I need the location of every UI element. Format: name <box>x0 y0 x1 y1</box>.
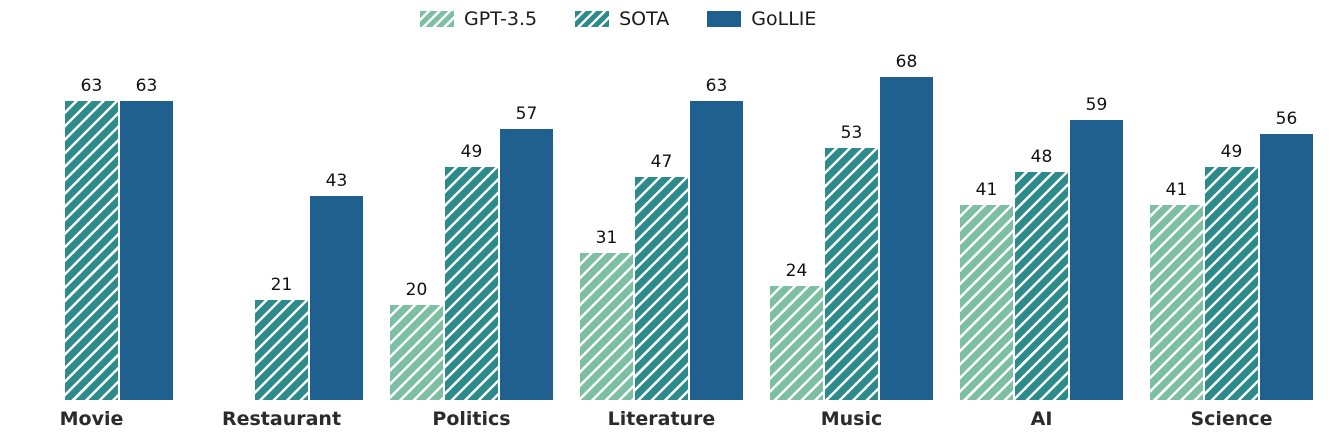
bar-gollie-movie <box>120 101 173 401</box>
bar-value-label: 31 <box>595 228 618 249</box>
bar-value-label: 41 <box>975 180 998 201</box>
bar-slot-gpt-3-5-ai: 41 <box>960 180 1013 401</box>
bar-gpt-3-5-music <box>770 286 823 401</box>
bar-gpt-3-5-literature <box>580 253 633 401</box>
bar-value-label: 43 <box>325 171 348 192</box>
bar-gollie-ai <box>1070 120 1123 401</box>
bar-group-science: 41 49 56 Science <box>1150 110 1313 430</box>
bar-slot-sota-politics: 49 <box>445 142 498 401</box>
bar-value-label: 63 <box>135 76 158 97</box>
legend-item-sota: SOTA <box>575 8 669 30</box>
legend-label: SOTA <box>619 8 670 30</box>
legend-label: GoLLIE <box>751 8 817 30</box>
bar-gpt-3-5-politics <box>390 305 443 401</box>
plot-area: 63 63 Movie 21 43 Restaurant 20 49 57 Politics 31 4… <box>10 53 1313 430</box>
bar-gollie-science <box>1260 134 1313 401</box>
category-label-ai: AI <box>1030 408 1053 431</box>
bar-group-movie: 63 63 Movie <box>10 77 173 430</box>
bar-sota-politics <box>445 167 498 401</box>
legend-swatch-icon <box>420 11 454 27</box>
bars-row: 41 49 56 <box>1150 109 1313 401</box>
legend-item-gpt-3-5: GPT-3.5 <box>420 8 537 30</box>
bar-slot-sota-science: 49 <box>1205 142 1258 401</box>
bar-group-politics: 20 49 57 Politics <box>390 105 553 430</box>
bar-slot-gpt-3-5-music: 24 <box>770 261 823 401</box>
bars-row: 31 47 63 <box>580 76 743 401</box>
category-label-restaurant: Restaurant <box>221 408 342 431</box>
bar-value-label: 21 <box>270 275 293 296</box>
bar-gollie-music <box>880 77 933 401</box>
bar-slot-gollie-restaurant: 43 <box>310 171 363 401</box>
bar-slot-gpt-3-5-literature: 31 <box>580 228 633 401</box>
bar-slot-sota-ai: 48 <box>1015 147 1068 401</box>
bar-value-label: 63 <box>80 76 103 97</box>
legend-swatch-icon <box>707 11 742 27</box>
bars-row: 24 53 68 <box>770 52 933 401</box>
bar-value-label: 63 <box>705 76 728 97</box>
category-label-science: Science <box>1190 408 1273 431</box>
bar-value-label: 57 <box>515 104 538 125</box>
category-label-literature: Literature <box>607 408 716 431</box>
bar-slot-gpt-3-5-politics: 20 <box>390 280 443 401</box>
bars-row: 63 63 <box>10 76 173 401</box>
bar-value-label: 49 <box>460 142 483 163</box>
bar-sota-restaurant <box>255 300 308 401</box>
legend-label: GPT-3.5 <box>464 8 538 30</box>
category-label-politics: Politics <box>432 408 511 431</box>
bar-value-label: 48 <box>1030 147 1053 168</box>
bar-slot-sota-restaurant: 21 <box>255 275 308 401</box>
category-label-movie: Movie <box>59 408 124 431</box>
bar-slot-gpt-3-5-science: 41 <box>1150 180 1203 401</box>
bar-slot-gollie-ai: 59 <box>1070 95 1123 401</box>
legend: GPT-3.5 SOTA GoLLIE <box>420 8 816 30</box>
bar-slot-sota-movie: 63 <box>65 76 118 401</box>
bar-group-music: 24 53 68 Music <box>770 53 933 430</box>
bar-slot-gollie-movie: 63 <box>120 76 173 401</box>
bar-sota-science <box>1205 167 1258 401</box>
bar-slot-gollie-science: 56 <box>1260 109 1313 401</box>
bar-value-label: 56 <box>1275 109 1298 130</box>
legend-item-gollie: GoLLIE <box>707 8 816 30</box>
bar-gollie-restaurant <box>310 196 363 401</box>
legend-swatch-icon <box>575 11 610 27</box>
bar-sota-music <box>825 148 878 401</box>
bar-slot-gollie-politics: 57 <box>500 104 553 401</box>
bar-value-label: 20 <box>405 280 428 301</box>
bar-value-label: 68 <box>895 52 918 73</box>
bar-value-label: 47 <box>650 152 673 173</box>
bar-slot-gollie-literature: 63 <box>690 76 743 401</box>
bar-gollie-politics <box>500 129 553 401</box>
bar-slot-gollie-music: 68 <box>880 52 933 401</box>
bar-gpt-3-5-science <box>1150 205 1203 401</box>
bars-row: 41 48 59 <box>960 95 1123 401</box>
category-label-music: Music <box>820 408 883 431</box>
bar-value-label: 59 <box>1085 95 1108 116</box>
bar-slot-sota-music: 53 <box>825 123 878 401</box>
bars-row: 20 49 57 <box>390 104 553 401</box>
bar-group-restaurant: 21 43 Restaurant <box>200 172 363 430</box>
bar-gpt-3-5-ai <box>960 205 1013 401</box>
bar-sota-literature <box>635 177 688 401</box>
bar-value-label: 53 <box>840 123 863 144</box>
bar-value-label: 24 <box>785 261 808 282</box>
bar-slot-sota-literature: 47 <box>635 152 688 401</box>
bar-value-label: 49 <box>1220 142 1243 163</box>
bar-gollie-literature <box>690 101 743 401</box>
bar-group-ai: 41 48 59 AI <box>960 96 1123 430</box>
bar-group-literature: 31 47 63 Literature <box>580 77 743 430</box>
bar-sota-ai <box>1015 172 1068 401</box>
bar-value-label: 41 <box>1165 180 1188 201</box>
bar-sota-movie <box>65 101 118 401</box>
bars-row: 21 43 <box>200 171 363 401</box>
